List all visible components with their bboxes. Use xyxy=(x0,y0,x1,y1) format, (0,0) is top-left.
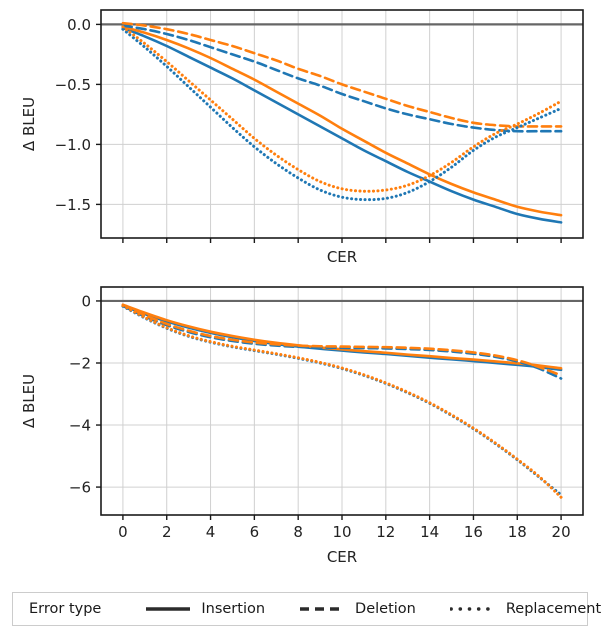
series-line-5 xyxy=(121,25,563,193)
xtick-label: 16 xyxy=(464,523,483,541)
plot-area-bottom-panel: 0 2 4 6 8 10 12 14 16 18 20 0 −2 −4 −6 CER Δ BLEU xyxy=(20,286,584,566)
chart-panel-top: 0.0 −0.5 −1.0 −1.5 CER Δ BLEU xyxy=(0,0,602,277)
axis-ticks: 0 2 4 6 8 10 12 14 16 18 20 0 −2 −4 −6 xyxy=(69,292,571,541)
axis-ticks: 0.0 −0.5 −1.0 −1.5 xyxy=(55,16,562,243)
ytick-label: 0 xyxy=(81,292,91,310)
series-line-2 xyxy=(121,24,563,133)
xtick-label: 4 xyxy=(206,523,216,541)
chart-panel-bottom: 0 2 4 6 8 10 12 14 16 18 20 0 −2 −4 −6 CER Δ BLEU xyxy=(0,277,602,577)
xtick-label: 2 xyxy=(162,523,172,541)
series-line-4 xyxy=(121,27,563,202)
legend: Error type Insertion Deletion Replacemen… xyxy=(12,592,601,626)
xtick-label: 6 xyxy=(250,523,260,541)
xtick-label: 0 xyxy=(118,523,128,541)
xtick-label: 8 xyxy=(293,523,303,541)
legend-entry-replacement: Replacement xyxy=(449,601,602,617)
ytick-label: −1.5 xyxy=(55,196,91,214)
legend-entry-insertion: Insertion xyxy=(145,601,265,617)
series-line-0 xyxy=(121,26,563,224)
ytick-label: −0.5 xyxy=(55,76,91,94)
legend-label-replacement: Replacement xyxy=(505,601,602,617)
series-line-1 xyxy=(121,25,563,217)
xtick-label: 20 xyxy=(552,523,571,541)
xtick-label: 14 xyxy=(420,523,439,541)
dotted-line-swatch xyxy=(449,607,496,611)
legend-label-deletion: Deletion xyxy=(355,601,416,617)
legend-label-insertion: Insertion xyxy=(201,601,266,617)
x-axis-label: CER xyxy=(327,548,357,566)
data-series-group xyxy=(121,21,563,224)
ytick-label: −4 xyxy=(69,417,91,435)
y-axis-label: Δ BLEU xyxy=(20,97,38,151)
solid-line-swatch xyxy=(146,607,191,611)
series-line-3 xyxy=(121,21,563,128)
xtick-label: 18 xyxy=(508,523,527,541)
x-axis-label: CER xyxy=(327,248,357,266)
ytick-label: −1.0 xyxy=(55,136,91,154)
data-series-group xyxy=(121,303,563,499)
dashed-line-swatch xyxy=(300,607,345,611)
series-line-1 xyxy=(121,303,563,370)
plot-area-top-panel: 0.0 −0.5 −1.0 −1.5 CER Δ BLEU xyxy=(20,9,584,266)
y-axis-label: Δ BLEU xyxy=(20,374,38,428)
xtick-label: 12 xyxy=(376,523,395,541)
xtick-label: 10 xyxy=(332,523,351,541)
ytick-label: 0.0 xyxy=(67,16,91,34)
legend-entry-deletion: Deletion xyxy=(299,601,416,617)
ytick-label: −6 xyxy=(69,479,91,497)
series-line-3 xyxy=(121,303,563,377)
ytick-label: −2 xyxy=(69,355,91,373)
series-line-5 xyxy=(121,304,563,499)
legend-title: Error type xyxy=(29,601,102,617)
